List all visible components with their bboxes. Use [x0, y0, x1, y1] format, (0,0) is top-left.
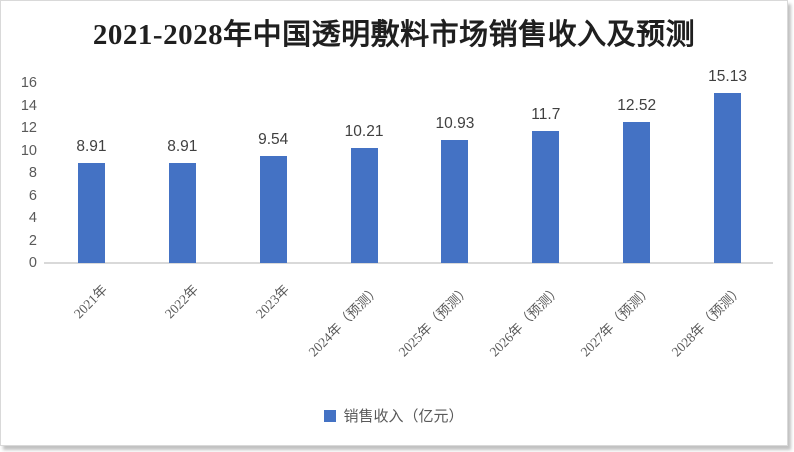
x-axis-label: 2022年: [161, 282, 201, 322]
bar: [714, 92, 742, 263]
chart-title: 2021-2028年中国透明敷料市场销售收入及预测: [92, 19, 696, 51]
y-axis-tick-label: 0: [28, 255, 37, 271]
y-axis-tick-label: 16: [20, 75, 37, 91]
x-axis-line: [44, 262, 773, 264]
bar: [259, 155, 287, 263]
y-axis-tick-label: 14: [20, 97, 37, 114]
bar: [77, 162, 105, 263]
legend: 销售收入（亿元）: [1, 405, 787, 426]
bar-value-label: 8.91: [76, 137, 107, 155]
x-axis-label: 2027年（预测）: [577, 282, 656, 360]
x-axis-label: 2028年（预测）: [668, 282, 747, 360]
legend-label: 销售收入（亿元）: [343, 409, 464, 425]
bar-value-label: 10.93: [435, 115, 475, 133]
bar: [532, 131, 560, 263]
y-axis-tick-label: 8: [28, 165, 37, 181]
y-axis-tick-label: 12: [20, 120, 37, 136]
bar: [441, 140, 469, 263]
bar: [350, 148, 378, 263]
x-axis-label: 2023年: [252, 282, 292, 322]
bar-value-label: 9.54: [258, 130, 289, 148]
chart-card: 2021-2028年中国透明敷料市场销售收入及预测 0 2 4 6 8 10 12 14 16 8…: [0, 0, 788, 446]
x-axis-label: 2024年（预测）: [305, 282, 383, 360]
bar-value-label: 8.91: [167, 137, 198, 155]
y-axis-tick-label: 6: [28, 187, 37, 204]
y-axis-tick-label: 4: [28, 210, 37, 226]
plot-area: 0 2 4 6 8 10 12 14 16 8.91 2021年 8.91 2022年 9.54 2023年…: [1, 1, 787, 445]
bar-value-label: 15.13: [708, 67, 747, 85]
x-axis-label: 2021年: [70, 282, 111, 322]
y-axis-tick-label: 2: [28, 232, 37, 249]
x-axis-label: 2026年（预测）: [486, 282, 565, 360]
bar-value-label: 11.7: [531, 106, 561, 124]
bar-value-label: 12.52: [617, 97, 657, 115]
legend-marker-icon: [324, 409, 337, 422]
x-axis-label: 2025年（预测）: [396, 282, 474, 360]
bar-value-label: 10.21: [344, 123, 384, 141]
bar: [168, 162, 196, 263]
y-axis-tick-label: 10: [20, 142, 37, 159]
bar: [623, 122, 651, 263]
